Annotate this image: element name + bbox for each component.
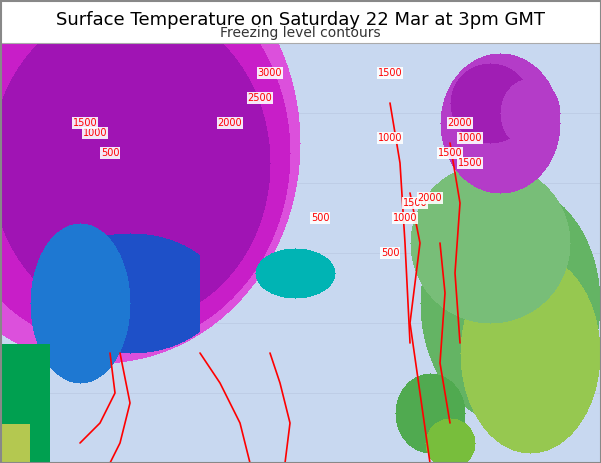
Text: 1500: 1500 — [73, 118, 97, 128]
Text: Freezing level contours: Freezing level contours — [220, 26, 380, 40]
Text: 2000: 2000 — [418, 193, 442, 203]
Text: 1500: 1500 — [403, 198, 427, 208]
Text: 500: 500 — [101, 148, 119, 158]
Text: 2000: 2000 — [218, 118, 242, 128]
Text: 1000: 1000 — [392, 213, 417, 223]
Text: 2500: 2500 — [248, 93, 272, 103]
Text: 1000: 1000 — [83, 128, 107, 138]
Text: 1000: 1000 — [378, 133, 402, 143]
Text: 1500: 1500 — [377, 68, 402, 78]
Text: 3000: 3000 — [258, 68, 282, 78]
Text: 1500: 1500 — [438, 148, 462, 158]
Text: 2000: 2000 — [448, 118, 472, 128]
Text: 500: 500 — [311, 213, 329, 223]
Text: 500: 500 — [381, 248, 399, 258]
Text: Surface Temperature on Saturday 22 Mar at 3pm GMT: Surface Temperature on Saturday 22 Mar a… — [55, 11, 545, 29]
Text: 1500: 1500 — [458, 158, 483, 168]
Text: 1000: 1000 — [458, 133, 482, 143]
Bar — [0, 0, 601, 43]
